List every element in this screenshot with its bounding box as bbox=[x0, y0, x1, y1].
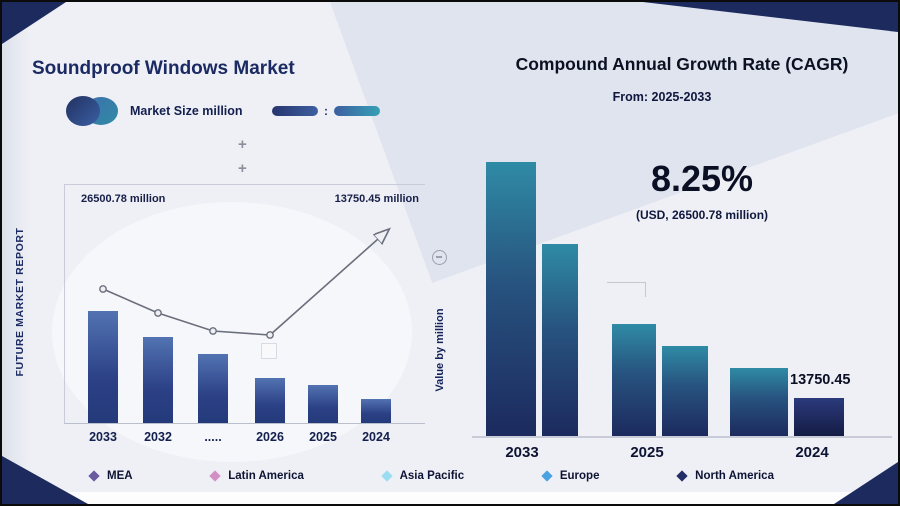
legend-item-label: North America bbox=[695, 470, 774, 482]
x-axis-label-2026: 2026 bbox=[256, 430, 284, 444]
left-chart-plot: 26500.78 million 13750.45 million 2033 20… bbox=[64, 184, 425, 444]
legend-item-north-america: North America bbox=[676, 470, 774, 482]
legend-pill-teal bbox=[334, 106, 380, 116]
cylinder-icon-front bbox=[66, 96, 100, 126]
circle-minus-icon bbox=[432, 250, 447, 265]
diamond-icon bbox=[209, 470, 221, 482]
cagr-bar-2025 bbox=[612, 323, 656, 436]
legend-item-latin-america: Latin America bbox=[209, 470, 304, 482]
plus-decoration: + bbox=[238, 136, 247, 153]
cagr-title: Compound Annual Growth Rate (CAGR) bbox=[515, 54, 849, 74]
legend-item-europe: Europe bbox=[541, 470, 600, 482]
legend-item-label: MEA bbox=[107, 470, 133, 482]
cagr-bar-2024 bbox=[730, 367, 788, 436]
market-size-bar-2026 bbox=[255, 377, 285, 423]
year-label-2024: 2024 bbox=[795, 444, 829, 461]
x-axis-label-2032: 2032 bbox=[144, 430, 172, 444]
cagr-bar-2024 bbox=[794, 397, 844, 436]
legend-pill-navy bbox=[272, 106, 318, 116]
trend-line-arrow bbox=[99, 185, 425, 339]
cagr-bar-2025 bbox=[662, 345, 708, 436]
cagr-percentage: 8.25% bbox=[650, 158, 754, 199]
x-axis-label-2024: 2024 bbox=[362, 430, 390, 444]
plus-decoration: + bbox=[238, 160, 247, 177]
future-market-report-watermark: FUTURE MARKET REPORT bbox=[14, 227, 26, 377]
left-chart-title: Soundproof Windows Market bbox=[32, 58, 295, 79]
diamond-icon bbox=[541, 470, 553, 482]
market-size-bar-2025 bbox=[308, 384, 338, 423]
corner-triangle-top-left bbox=[2, 2, 66, 44]
x-axis-label-2033: 2033 bbox=[89, 430, 117, 444]
year-label-2033: 2033 bbox=[505, 444, 539, 461]
market-size-legend-label: Market Size million bbox=[130, 104, 243, 118]
value-by-million-axis-label: Value by million bbox=[434, 308, 446, 392]
cagr-bar-2033 bbox=[486, 162, 536, 436]
legend-pill-separator: : bbox=[324, 104, 328, 118]
ghost-square-decoration bbox=[261, 343, 277, 359]
cylinder-icon bbox=[66, 96, 118, 126]
cagr-subtitle: From: 2025-2033 bbox=[612, 90, 712, 104]
legend-item-mea: MEA bbox=[88, 470, 133, 482]
cagr-usd-note: (USD, 26500.78 million) bbox=[635, 208, 769, 222]
cagr-bar-2033 bbox=[542, 244, 578, 436]
region-legend: MEA Latin America Asia Pacific Europe North … bbox=[88, 470, 774, 482]
legend-pills: : bbox=[272, 104, 380, 118]
market-size-bar-2032 bbox=[143, 337, 173, 423]
bottom-strip bbox=[2, 492, 898, 504]
legend-item-asia-pacific: Asia Pacific bbox=[380, 470, 465, 482]
market-size-bar-2033 bbox=[88, 311, 118, 423]
diamond-icon bbox=[380, 470, 393, 482]
legend-item-label: Europe bbox=[559, 470, 600, 482]
annotation-current-value: 13750.45 million bbox=[334, 193, 419, 205]
diamond-icon bbox=[676, 470, 688, 482]
left-edge-band bbox=[2, 2, 30, 504]
x-axis-label-.....: ..... bbox=[204, 430, 222, 444]
right-chart-plot: 2033 2025 2024 bbox=[472, 162, 892, 461]
market-size-legend: Market Size million bbox=[66, 96, 243, 126]
diamond-icon bbox=[88, 470, 100, 482]
step-line-decoration bbox=[607, 282, 646, 297]
market-size-bar-..... bbox=[198, 353, 228, 423]
legend-item-label: Asia Pacific bbox=[399, 470, 465, 482]
year-label-2025: 2025 bbox=[630, 444, 664, 461]
value-label-2024: 13750.45 bbox=[790, 372, 851, 388]
annotation-future-value: 26500.78 million bbox=[81, 193, 166, 205]
legend-item-label: Latin America bbox=[228, 470, 304, 482]
x-axis-label-2025: 2025 bbox=[309, 430, 337, 444]
market-size-bar-2024 bbox=[361, 399, 391, 423]
